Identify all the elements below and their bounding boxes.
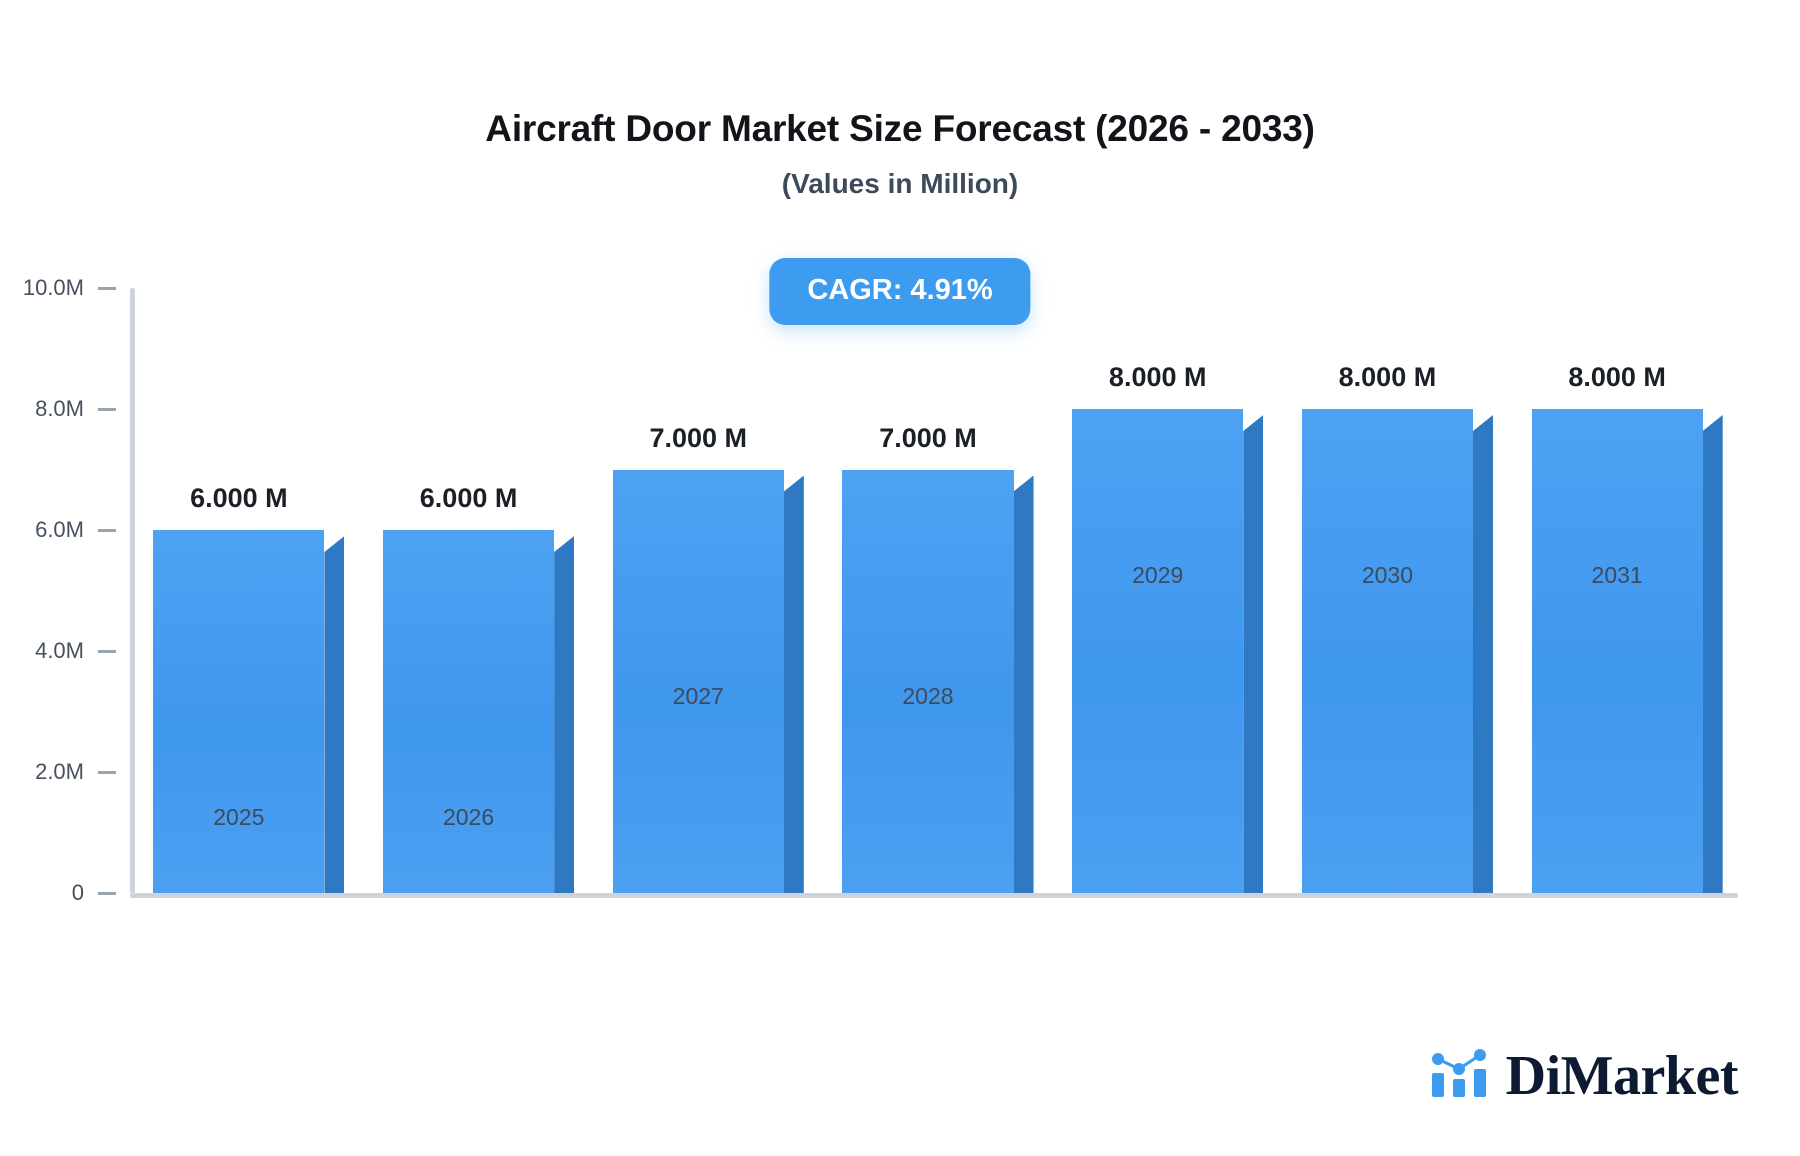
y-axis-tick-mark	[98, 407, 116, 411]
bar-column[interactable]: 8.000 M 2029	[1072, 362, 1264, 893]
bar-3d-side	[1013, 475, 1034, 893]
y-axis-tick-label: 2.0M	[35, 759, 84, 784]
x-axis-tick-label: 2030	[1361, 562, 1413, 588]
bar-value-label: 8.000 M	[1108, 362, 1207, 392]
y-axis-tick-mark	[98, 649, 116, 653]
y-axis-tick-label: 0	[71, 880, 84, 905]
bar-column[interactable]: 6.000 M 2026	[383, 483, 575, 893]
bar-body	[1531, 409, 1703, 893]
bar-value-label: 6.000 M	[419, 483, 518, 513]
y-axis-tick: 2.0M	[35, 759, 130, 785]
bar-3d-side	[783, 475, 804, 893]
y-axis-tick-mark	[98, 891, 116, 895]
y-axis-tick: 6.0M	[35, 517, 130, 543]
brand-logo: DiMarket	[1430, 1044, 1739, 1107]
chart-title: Aircraft Door Market Size Forecast (2026…	[485, 108, 1315, 149]
y-axis-line	[130, 288, 135, 893]
bar-body	[153, 530, 325, 893]
x-axis-tick-label: 2025	[213, 804, 265, 830]
bar-value-label: 7.000 M	[879, 422, 977, 453]
x-axis-tick-label: 2028	[902, 683, 954, 709]
plot-area: 0 2.0M 4.0M 6.0M 8.0M 10.0M 6.000 M 2025 6.000 …	[23, 275, 1738, 905]
x-axis-line	[130, 893, 1738, 898]
y-axis-tick: 4.0M	[35, 638, 130, 664]
bar-3d-side	[1472, 415, 1493, 893]
bar-column[interactable]: 7.000 M 2028	[842, 423, 1034, 893]
y-axis-tick-mark	[98, 528, 116, 532]
y-axis-tick: 0	[72, 880, 130, 906]
bar-value-label: 8.000 M	[1568, 362, 1666, 392]
bar-3d-side	[554, 536, 575, 893]
x-axis-tick-label: 2031	[1591, 562, 1643, 588]
bar-body	[612, 469, 784, 893]
brand-name: DiMarket	[1505, 1044, 1739, 1107]
bar-column[interactable]: 6.000 M 2025	[153, 483, 345, 893]
y-axis-tick-label: 8.0M	[35, 396, 84, 421]
y-axis-tick: 10.0M	[23, 275, 130, 301]
bar-body	[1301, 409, 1473, 893]
bar-column[interactable]: 8.000 M 2030	[1301, 362, 1493, 893]
bar-column[interactable]: 7.000 M 2027	[612, 423, 804, 893]
bar-3d-side	[324, 536, 345, 893]
bar-body	[842, 469, 1014, 893]
x-axis-tick-label: 2027	[672, 683, 724, 709]
y-axis-tick-label: 10.0M	[22, 275, 84, 300]
bar-body	[383, 530, 555, 893]
x-axis-tick-label: 2029	[1132, 562, 1184, 588]
y-axis-tick-mark	[98, 286, 116, 290]
x-axis-tick-label: 2026	[442, 804, 495, 830]
y-axis-tick-label: 6.0M	[35, 517, 84, 542]
bar-3d-side	[1243, 415, 1264, 893]
bar-column[interactable]: 8.000 M 2031	[1531, 362, 1723, 893]
bar-3d-side	[1702, 415, 1723, 893]
y-axis-tick: 8.0M	[35, 396, 130, 422]
y-axis-tick-label: 4.0M	[35, 638, 84, 663]
bar-chart-icon	[1430, 1047, 1490, 1104]
cagr-badge: CAGR: 4.91%	[769, 258, 1031, 325]
bar-value-label: 6.000 M	[190, 483, 288, 513]
bar-value-label: 7.000 M	[649, 422, 748, 453]
bar-value-label: 8.000 M	[1338, 362, 1437, 392]
bar-body	[1072, 409, 1244, 893]
y-axis-tick-mark	[98, 770, 116, 774]
chart-subtitle: (Values in Million)	[781, 168, 1019, 199]
